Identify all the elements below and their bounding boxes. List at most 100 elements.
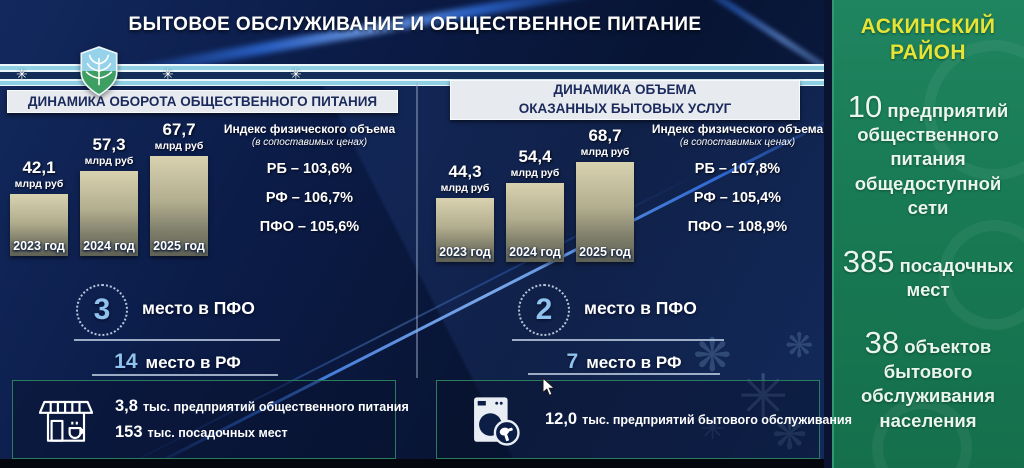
- bar-unit-label: млрд руб: [580, 146, 630, 158]
- bar-category-label: 2025 год: [579, 245, 631, 259]
- rank-underline: [512, 339, 724, 341]
- rank-pfo-label: место в ПФО: [142, 298, 255, 318]
- bar-category-label: 2025 год: [153, 239, 205, 253]
- bar-unit-label: млрд руб: [510, 167, 560, 179]
- band-ornament-icon: ✳: [16, 67, 28, 83]
- district-sidebar: АСКИНСКИЙ РАЙОН 10 предприятий обществен…: [824, 0, 1024, 468]
- chart-bar: 2023 год: [436, 198, 494, 262]
- stat-service-objects: 38 объектов бытового обслуживания населе…: [838, 327, 1018, 433]
- bar-chart-catering-turnover: 42,1 млрд руб 2023 год 57,3 млрд руб 2024 год…: [10, 106, 208, 256]
- bar-category-label: 2024 год: [509, 245, 561, 259]
- sidebar-edge: [824, 0, 832, 468]
- sidebar-panel: АСКИНСКИЙ РАЙОН 10 предприятий обществен…: [832, 0, 1024, 468]
- chart-bar-group: 68,7 млрд руб 2025 год: [576, 127, 634, 262]
- stat-value: 38: [864, 325, 900, 361]
- bar-unit-label: млрд руб: [14, 178, 64, 190]
- panel-header-services: ДИНАМИКА ОБЪЕМА ОКАЗАННЫХ БЫТОВЫХ УСЛУГ: [450, 80, 800, 120]
- catering-enterprises-value: 3,8: [115, 396, 138, 415]
- chart-bar: 2024 год: [506, 183, 564, 262]
- index-subtitle: (в сопоставимых ценах): [251, 137, 368, 148]
- bar-value-label: 54,4: [518, 147, 552, 166]
- chart-bar-group: 44,3 млрд руб 2023 год: [436, 163, 494, 262]
- rank-rf-label: место в РФ: [586, 353, 682, 372]
- bar-value-label: 68,7: [588, 126, 622, 145]
- volume-index-block: Индекс физического объема (в сопоставимы…: [640, 122, 835, 235]
- panel-header-catering: ДИНАМИКА ОБОРОТА ОБЩЕСТВЕННОГО ПИТАНИЯ: [7, 90, 398, 113]
- services-summary-box: 12,0 тыс. предприятий бытового обслуживан…: [436, 380, 852, 459]
- cafe-storefront-icon: [39, 400, 93, 442]
- rank-underline: [92, 374, 278, 376]
- index-value-pfo: ПФО – 105,6%: [259, 219, 360, 235]
- bar-value-label: 42,1: [22, 158, 56, 177]
- catering-enterprises-line: 3,8 тыс. предприятий общественного питани…: [115, 394, 409, 420]
- index-value-pfo: ПФО – 108,9%: [687, 219, 788, 235]
- catering-seats-line: 153 тыс. посадочных мест: [115, 420, 409, 446]
- index-title: Индекс физического объема: [651, 122, 824, 136]
- rank-pfo-badge: 3: [76, 284, 128, 336]
- index-subtitle: (в сопоставимых ценах): [679, 137, 796, 148]
- services-summary-text: 12,0 тыс. предприятий бытового обслуживан…: [545, 407, 852, 433]
- chart-bar: 2023 год: [10, 194, 68, 256]
- stat-catering-enterprises: 10 предприятий общественного питания общ…: [838, 91, 1018, 221]
- chart-bar: 2025 год: [150, 156, 208, 256]
- stat-text: посадочных мест: [899, 254, 1014, 300]
- catering-summary-text: 3,8 тыс. предприятий общественного питани…: [115, 394, 409, 445]
- services-enterprises-text: тыс. предприятий бытового обслуживания: [582, 412, 852, 427]
- sidebar-ornament: [939, 220, 1024, 330]
- band-ornament-icon: ✳: [162, 67, 174, 83]
- bar-category-label: 2024 год: [83, 239, 135, 253]
- rank-rf-number: 14: [114, 350, 138, 373]
- catering-seats-value: 153: [115, 422, 143, 441]
- stat-seats: 385 посадочных мест: [838, 246, 1018, 303]
- index-value-rb: РБ – 107,8%: [694, 161, 781, 177]
- panel-divider: [416, 82, 418, 378]
- volume-index-block: Индекс физического объема (в сопоставимы…: [212, 122, 407, 235]
- bar-unit-label: млрд руб: [440, 182, 490, 194]
- bar-category-label: 2023 год: [439, 245, 491, 259]
- washing-machine-icon: [474, 396, 520, 446]
- rank-rf-row: 7 место в РФ: [528, 350, 720, 374]
- bar-chart-services-volume: 44,3 млрд руб 2023 год 54,4 млрд руб 2024 год…: [436, 112, 634, 262]
- bar-value-label: 57,3: [92, 135, 126, 154]
- index-value-rf: РФ – 105,4%: [693, 190, 782, 206]
- chart-bar: 2025 год: [576, 162, 634, 262]
- rank-rf-number: 7: [566, 350, 579, 373]
- page-title: БЫТОВОЕ ОБСЛУЖИВАНИЕ И ОБЩЕСТВЕННОЕ ПИТА…: [128, 14, 702, 35]
- index-value-rb: РБ – 103,6%: [266, 161, 353, 177]
- index-value-rf: РФ – 106,7%: [265, 190, 354, 206]
- chart-bar-group: 54,4 млрд руб 2024 год: [506, 148, 564, 262]
- stat-text: объектов бытового обслуживания населения: [860, 336, 996, 431]
- rank-pfo-label: место в ПФО: [584, 298, 697, 318]
- bar-unit-label: млрд руб: [154, 140, 204, 152]
- catering-enterprises-text: тыс. предприятий общественного питания: [142, 399, 409, 414]
- stat-value: 385: [842, 243, 895, 279]
- rank-underline: [74, 339, 280, 341]
- bar-category-label: 2023 год: [13, 239, 65, 253]
- stat-value: 10: [847, 88, 883, 124]
- stat-text: предприятий общественного питания общедо…: [854, 99, 1009, 219]
- sidebar-ornament: [872, 398, 972, 468]
- chart-bar-group: 67,7 млрд руб 2025 год: [150, 121, 208, 256]
- mouse-cursor: [542, 377, 556, 396]
- sidebar-ornament: [924, 40, 1024, 180]
- band-ornament-icon: ✳: [290, 67, 302, 83]
- bar-value-label: 67,7: [162, 120, 196, 139]
- rank-underline: [528, 373, 720, 375]
- bar-unit-label: млрд руб: [84, 155, 134, 167]
- services-enterprises-value: 12,0: [545, 409, 578, 428]
- shield-emblem-icon: [80, 46, 118, 96]
- catering-seats-text: тыс. посадочных мест: [147, 425, 288, 440]
- rank-pfo-badge: 2: [518, 284, 570, 336]
- bar-value-label: 44,3: [448, 162, 482, 181]
- catering-summary-box: 3,8 тыс. предприятий общественного питани…: [12, 380, 409, 459]
- chart-bar: 2024 год: [80, 171, 138, 256]
- bottom-edge: [0, 459, 830, 468]
- rank-rf-label: место в РФ: [145, 353, 241, 372]
- index-title: Индекс физического объема: [223, 122, 396, 136]
- bashkir-ornament-icon: ❋: [785, 326, 814, 366]
- rank-rf-row: 14 место в РФ: [75, 350, 280, 374]
- chart-bar-group: 57,3 млрд руб 2024 год: [80, 136, 138, 256]
- services-enterprises-line: 12,0 тыс. предприятий бытового обслуживан…: [545, 407, 852, 433]
- district-title: АСКИНСКИЙ РАЙОН: [860, 15, 996, 65]
